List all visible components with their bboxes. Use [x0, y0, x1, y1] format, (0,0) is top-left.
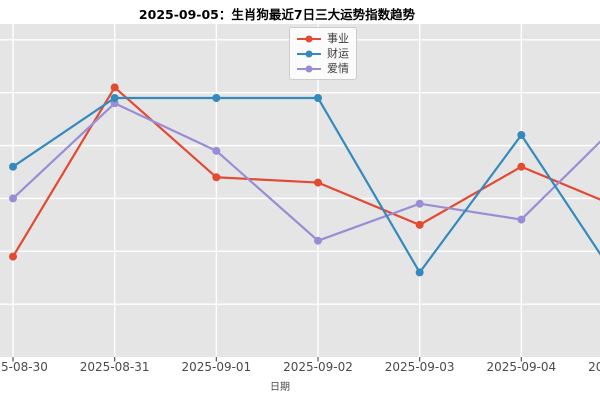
data-point-事业	[415, 220, 424, 229]
data-point-财运	[517, 131, 526, 139]
chart-title: 2025-09-05：生肖狗最近7日三大运势指数趋势	[138, 7, 416, 22]
data-point-事业	[517, 162, 526, 171]
data-point-爱情	[9, 194, 17, 203]
x-tick-label: 2025-08-30	[0, 360, 48, 374]
x-tick-label: 2025-09-05	[588, 360, 600, 374]
legend-label-wealth: 财运	[327, 47, 349, 60]
data-point-爱情	[415, 199, 424, 208]
data-point-财运	[9, 162, 17, 171]
data-point-爱情	[212, 146, 221, 155]
data-point-爱情	[314, 236, 323, 245]
x-tick-label: 2025-08-31	[79, 360, 150, 374]
data-point-事业	[9, 252, 17, 261]
data-point-事业	[314, 178, 323, 187]
data-point-事业	[212, 173, 221, 182]
legend-item-wealth: 财运	[296, 47, 349, 60]
x-tick-label: 2025-09-01	[181, 360, 252, 374]
chart-legend: 事业 财运 爱情	[289, 27, 357, 80]
data-point-爱情	[517, 215, 526, 224]
data-point-财运	[415, 268, 424, 277]
legend-line-marker-icon	[297, 50, 321, 57]
x-tick-label: 2025-09-02	[283, 360, 353, 374]
data-point-财运	[314, 94, 323, 102]
x-tick-label: 2025-09-04	[486, 360, 557, 374]
legend-line-marker-icon	[297, 35, 321, 42]
legend-label-career: 事业	[327, 32, 349, 45]
data-point-财运	[212, 94, 221, 102]
data-point-财运	[110, 94, 119, 102]
x-tick-label: 2025-09-03	[384, 360, 455, 374]
legend-item-love: 爱情	[296, 62, 349, 75]
legend-item-career: 事业	[296, 32, 349, 45]
legend-line-marker-icon	[297, 65, 321, 72]
legend-label-love: 爱情	[327, 62, 349, 75]
x-axis-label: 日期	[270, 382, 290, 393]
data-point-事业	[110, 83, 119, 92]
